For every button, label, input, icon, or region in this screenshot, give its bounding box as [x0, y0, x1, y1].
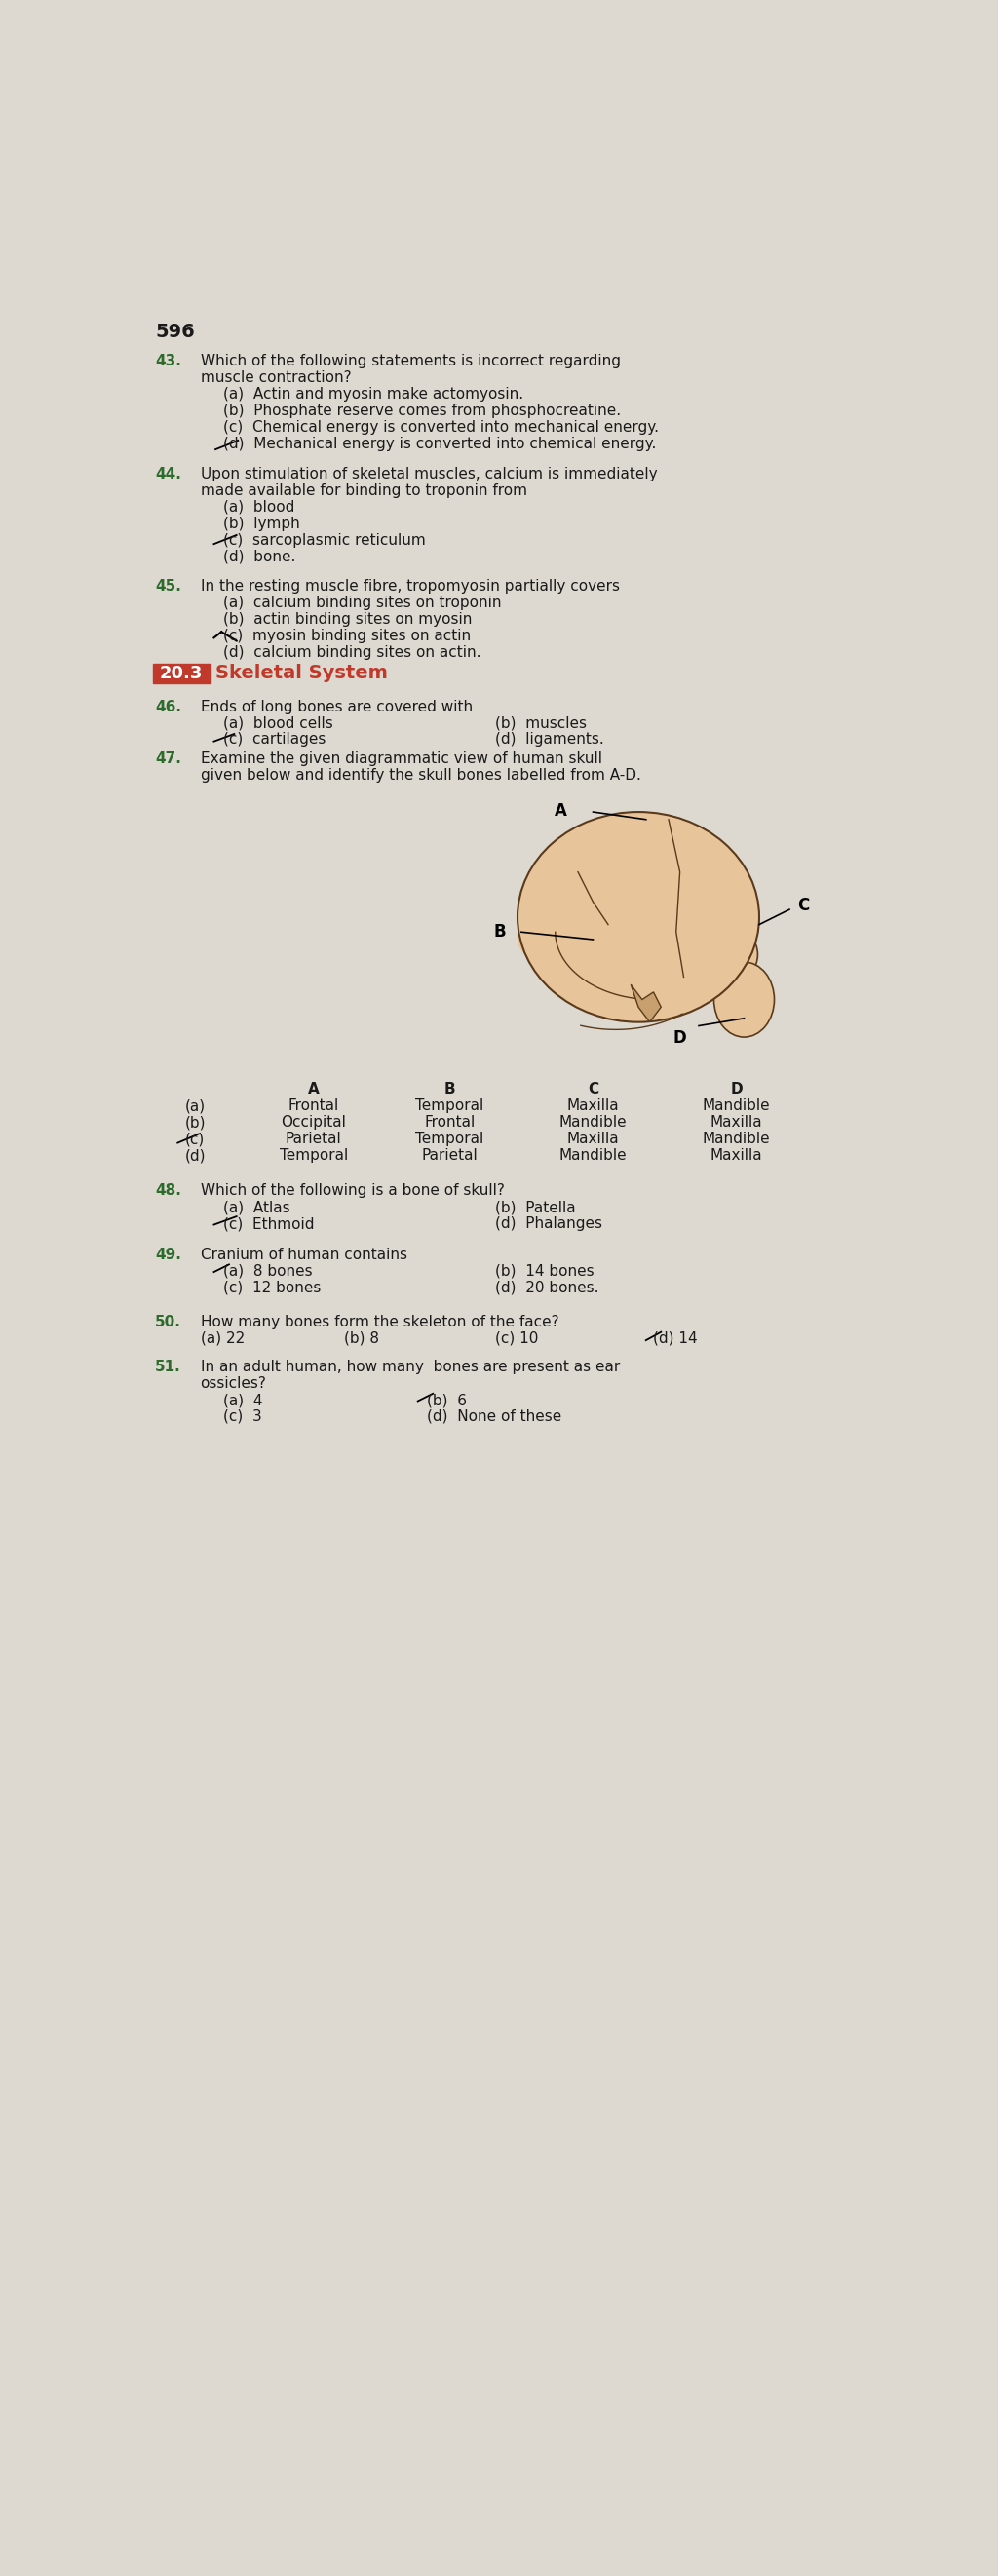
Text: (a): (a) — [186, 1097, 206, 1113]
Text: (b) 8: (b) 8 — [343, 1332, 379, 1345]
Text: (b)  Patella: (b) Patella — [495, 1200, 576, 1213]
Text: Temporal: Temporal — [279, 1149, 348, 1162]
Text: (d)  calcium binding sites on actin.: (d) calcium binding sites on actin. — [223, 647, 481, 659]
Text: (a)  blood: (a) blood — [223, 500, 294, 515]
Text: Frontal: Frontal — [288, 1097, 339, 1113]
Text: A: A — [554, 801, 567, 819]
Text: A: A — [307, 1082, 319, 1097]
Text: Upon stimulation of skeletal muscles, calcium is immediately: Upon stimulation of skeletal muscles, ca… — [201, 466, 657, 482]
Text: B: B — [444, 1082, 455, 1097]
Text: (d)  ligaments.: (d) ligaments. — [495, 732, 604, 747]
Text: Frontal: Frontal — [424, 1115, 475, 1131]
Text: (c)  Chemical energy is converted into mechanical energy.: (c) Chemical energy is converted into me… — [223, 420, 659, 435]
Text: C: C — [588, 1082, 599, 1097]
Text: Which of the following is a bone of skull?: Which of the following is a bone of skul… — [201, 1182, 504, 1198]
Text: 596: 596 — [155, 322, 195, 340]
Text: In the resting muscle fibre, tropomyosin partially covers: In the resting muscle fibre, tropomyosin… — [201, 580, 620, 595]
Text: (a)  Actin and myosin make actomyosin.: (a) Actin and myosin make actomyosin. — [223, 386, 523, 402]
Text: (a)  4: (a) 4 — [223, 1394, 262, 1406]
Text: 50.: 50. — [155, 1314, 182, 1329]
Text: Examine the given diagrammatic view of human skull: Examine the given diagrammatic view of h… — [201, 752, 602, 768]
Text: (d) 14: (d) 14 — [654, 1332, 698, 1345]
Text: (b)  Phosphate reserve comes from phosphocreatine.: (b) Phosphate reserve comes from phospho… — [223, 404, 621, 417]
Text: D: D — [731, 1082, 743, 1097]
FancyBboxPatch shape — [154, 665, 211, 683]
Text: Cranium of human contains: Cranium of human contains — [201, 1247, 407, 1262]
Text: D: D — [674, 1030, 687, 1046]
Text: (d)  None of these: (d) None of these — [427, 1409, 562, 1425]
Text: (a)  8 bones: (a) 8 bones — [223, 1265, 312, 1278]
Text: (d)  Mechanical energy is converted into chemical energy.: (d) Mechanical energy is converted into … — [223, 438, 656, 451]
Text: Parietal: Parietal — [421, 1149, 478, 1162]
Text: C: C — [797, 896, 809, 914]
Text: (b): (b) — [186, 1115, 207, 1131]
Text: (c)  Ethmoid: (c) Ethmoid — [223, 1216, 314, 1231]
Text: (b)  lymph: (b) lymph — [223, 515, 299, 531]
Text: 48.: 48. — [155, 1182, 182, 1198]
Ellipse shape — [714, 961, 774, 1038]
Text: Temporal: Temporal — [415, 1131, 484, 1146]
Text: Maxilla: Maxilla — [567, 1131, 619, 1146]
Text: (b)  actin binding sites on myosin: (b) actin binding sites on myosin — [223, 613, 472, 626]
Polygon shape — [631, 984, 661, 1023]
Text: (a) 22: (a) 22 — [201, 1332, 245, 1345]
Text: 20.3: 20.3 — [160, 665, 203, 683]
Text: made available for binding to troponin from: made available for binding to troponin f… — [201, 484, 527, 497]
Text: Maxilla: Maxilla — [567, 1097, 619, 1113]
Text: 45.: 45. — [155, 580, 182, 595]
Text: (b)  6: (b) 6 — [427, 1394, 467, 1406]
Text: (b)  14 bones: (b) 14 bones — [495, 1265, 594, 1278]
Text: (c): (c) — [186, 1131, 205, 1146]
Text: 51.: 51. — [155, 1360, 181, 1376]
Text: 44.: 44. — [155, 466, 182, 482]
Text: 46.: 46. — [155, 698, 182, 714]
Text: Ends of long bones are covered with: Ends of long bones are covered with — [201, 698, 472, 714]
Ellipse shape — [564, 902, 757, 1007]
Text: In an adult human, how many  bones are present as ear: In an adult human, how many bones are pr… — [201, 1360, 620, 1376]
Text: Mandible: Mandible — [703, 1097, 770, 1113]
Text: (d)  bone.: (d) bone. — [223, 549, 295, 564]
Text: Skeletal System: Skeletal System — [216, 665, 388, 683]
Text: (b)  muscles: (b) muscles — [495, 716, 587, 732]
Text: (c)  sarcoplasmic reticulum: (c) sarcoplasmic reticulum — [223, 533, 425, 546]
Text: Maxilla: Maxilla — [711, 1115, 762, 1131]
Text: Mandible: Mandible — [559, 1115, 627, 1131]
Text: Maxilla: Maxilla — [711, 1149, 762, 1162]
Text: Parietal: Parietal — [285, 1131, 341, 1146]
Text: 49.: 49. — [155, 1247, 182, 1262]
Ellipse shape — [518, 917, 578, 961]
Text: (c)  myosin binding sites on actin: (c) myosin binding sites on actin — [223, 629, 471, 644]
Text: muscle contraction?: muscle contraction? — [201, 371, 351, 386]
Text: B: B — [494, 922, 506, 940]
Text: Mandible: Mandible — [703, 1131, 770, 1146]
Text: 47.: 47. — [155, 752, 182, 768]
Text: (c) 10: (c) 10 — [495, 1332, 538, 1345]
Text: (d)  20 bones.: (d) 20 bones. — [495, 1280, 599, 1296]
Text: (d): (d) — [186, 1149, 207, 1162]
Text: ossicles?: ossicles? — [201, 1376, 266, 1391]
Ellipse shape — [518, 811, 759, 1023]
Text: (a)  Atlas: (a) Atlas — [223, 1200, 289, 1213]
Text: 43.: 43. — [155, 353, 182, 368]
Text: (a)  calcium binding sites on troponin: (a) calcium binding sites on troponin — [223, 595, 501, 611]
Text: Which of the following statements is incorrect regarding: Which of the following statements is inc… — [201, 353, 621, 368]
Text: Temporal: Temporal — [415, 1097, 484, 1113]
Ellipse shape — [676, 850, 751, 940]
Text: Mandible: Mandible — [559, 1149, 627, 1162]
Text: (c)  12 bones: (c) 12 bones — [223, 1280, 320, 1296]
Text: (c)  3: (c) 3 — [223, 1409, 261, 1425]
Text: given below and identify the skull bones labelled from A-D.: given below and identify the skull bones… — [201, 768, 641, 783]
Text: (c)  cartilages: (c) cartilages — [223, 732, 325, 747]
Text: Occipital: Occipital — [281, 1115, 346, 1131]
Text: (a)  blood cells: (a) blood cells — [223, 716, 332, 732]
Text: How many bones form the skeleton of the face?: How many bones form the skeleton of the … — [201, 1314, 559, 1329]
Text: (d)  Phalanges: (d) Phalanges — [495, 1216, 602, 1231]
